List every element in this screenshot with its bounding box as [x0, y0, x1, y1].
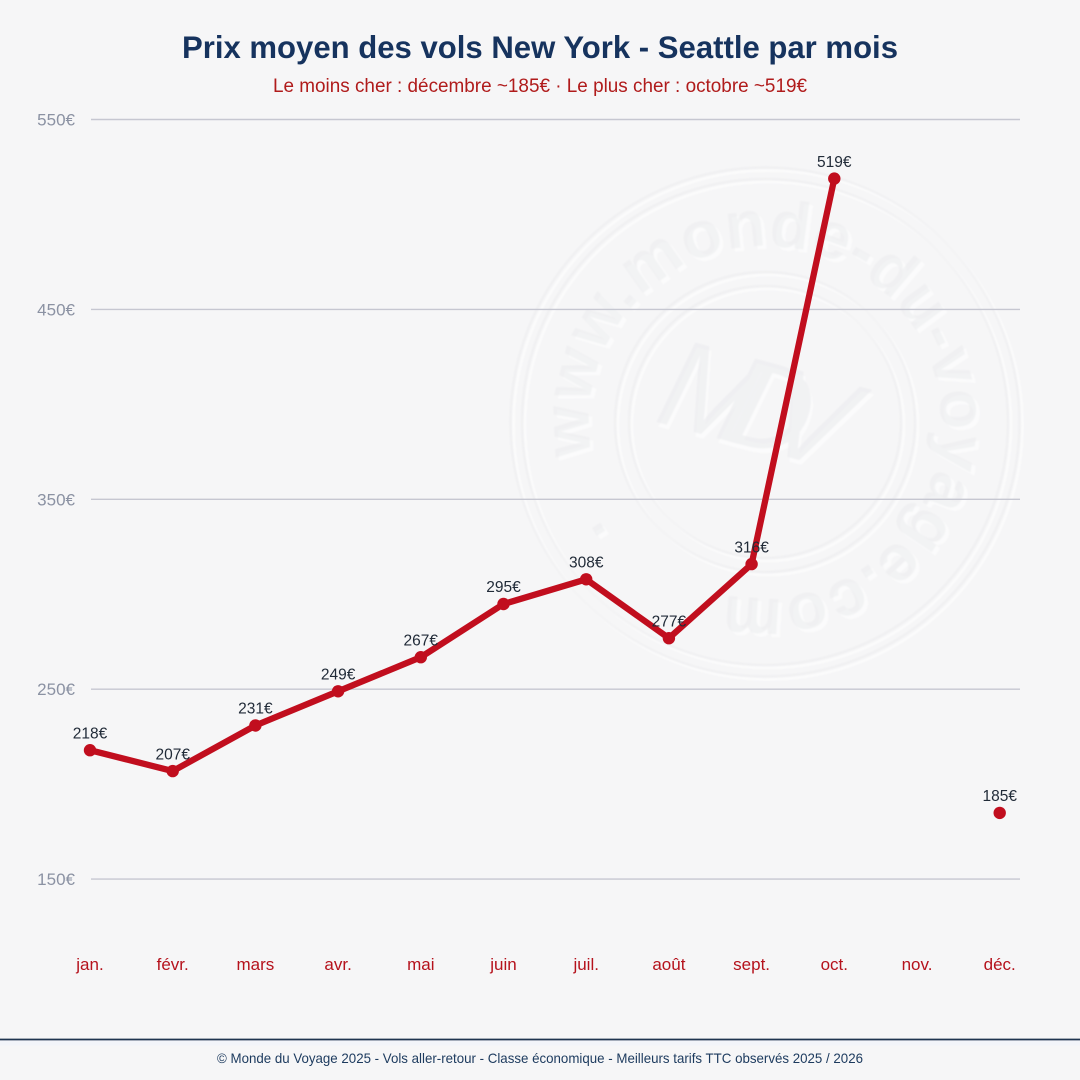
svg-text:350€: 350€	[37, 490, 75, 509]
svg-text:août: août	[652, 955, 685, 974]
svg-text:150€: 150€	[37, 870, 75, 889]
svg-text:550€: 550€	[37, 111, 75, 130]
svg-text:207€: 207€	[155, 746, 190, 763]
svg-text:mars: mars	[237, 955, 275, 974]
svg-text:oct.: oct.	[821, 955, 848, 974]
svg-text:231€: 231€	[238, 701, 273, 718]
svg-text:316€: 316€	[734, 539, 769, 556]
svg-text:© Monde du Voyage 2025 - Vols: © Monde du Voyage 2025 - Vols aller-reto…	[217, 1050, 863, 1066]
svg-text:249€: 249€	[321, 667, 356, 684]
svg-text:277€: 277€	[652, 613, 687, 630]
svg-text:Le moins cher : décembre ~185€: Le moins cher : décembre ~185€ · Le plus…	[273, 76, 807, 97]
svg-text:Prix moyen des vols New York -: Prix moyen des vols New York - Seattle p…	[182, 29, 898, 65]
svg-text:185€: 185€	[982, 788, 1017, 805]
svg-text:267€: 267€	[404, 632, 439, 649]
svg-text:juin: juin	[489, 955, 516, 974]
svg-text:nov.: nov.	[902, 955, 933, 974]
svg-text:519€: 519€	[817, 154, 852, 171]
svg-text:déc.: déc.	[984, 955, 1016, 974]
svg-text:sept.: sept.	[733, 955, 770, 974]
svg-text:mai: mai	[407, 955, 434, 974]
svg-text:avr.: avr.	[324, 955, 351, 974]
svg-text:jan.: jan.	[75, 955, 103, 974]
svg-text:250€: 250€	[37, 680, 75, 699]
svg-text:juil.: juil.	[572, 955, 599, 974]
svg-text:218€: 218€	[73, 725, 108, 742]
svg-text:295€: 295€	[486, 579, 521, 596]
svg-text:450€: 450€	[37, 300, 75, 319]
svg-text:308€: 308€	[569, 555, 604, 572]
svg-text:févr.: févr.	[157, 955, 189, 974]
